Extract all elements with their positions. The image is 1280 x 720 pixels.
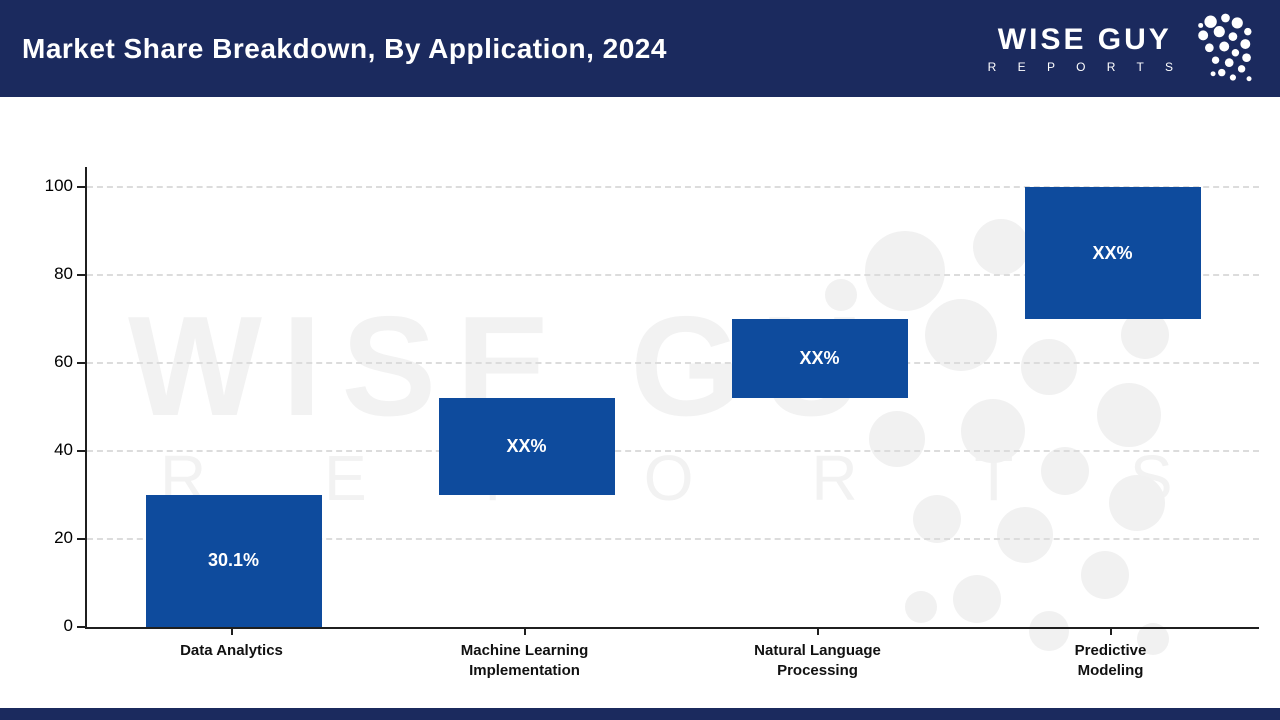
- x-category-label-0: Data Analytics: [180, 642, 283, 659]
- y-tick-mark-100: [77, 186, 85, 188]
- bar-value-label: XX%: [506, 435, 547, 456]
- bar-segment-0: 30.1%: [145, 494, 322, 627]
- y-tick-mark-20: [77, 538, 85, 540]
- plot-area: 30.1% XX% XX% XX%: [85, 167, 1259, 629]
- x-tick-mark-1: [523, 629, 526, 635]
- brand-name: WISE GUY: [997, 23, 1172, 56]
- y-tick-mark-0: [77, 626, 85, 628]
- x-category-label-2: Natural Language Processing: [754, 642, 881, 680]
- header: Market Share Breakdown, By Application, …: [0, 0, 1280, 97]
- y-tick-mark-60: [77, 362, 85, 364]
- bar-segment-1: XX%: [438, 398, 615, 495]
- bar-segment-3: XX%: [1024, 187, 1201, 319]
- page-title: Market Share Breakdown, By Application, …: [22, 32, 667, 64]
- bar-value-label: XX%: [799, 348, 840, 369]
- brand-head-icon: [1192, 11, 1254, 87]
- chart: WISE GU R E P O R T S 30.1% XX% XX% XX% 0 20…: [0, 97, 1280, 708]
- y-tick-mark-40: [77, 450, 85, 452]
- y-tick-mark-80: [77, 274, 85, 276]
- y-tick-label-0: 0: [63, 616, 73, 635]
- gridline-20: [87, 538, 1259, 540]
- y-tick-label-60: 60: [54, 352, 73, 371]
- brand-logo: WISE GUY R E P O R T S: [988, 11, 1254, 87]
- bar-segment-2: XX%: [731, 319, 908, 399]
- gridline-40: [87, 450, 1259, 452]
- brand-logo-text: WISE GUY R E P O R T S: [988, 23, 1182, 74]
- bar-value-label: XX%: [1092, 242, 1133, 263]
- y-tick-label-100: 100: [44, 176, 73, 195]
- x-tick-mark-0: [230, 629, 233, 635]
- x-category-label-3: Predictive Modeling: [1074, 642, 1147, 680]
- x-tick-mark-3: [1109, 629, 1112, 635]
- y-tick-label-20: 20: [54, 528, 73, 547]
- brand-subtitle: R E P O R T S: [987, 60, 1182, 74]
- x-tick-mark-2: [816, 629, 819, 635]
- y-tick-label-40: 40: [54, 440, 73, 459]
- gridline-80: [87, 274, 1259, 276]
- y-tick-label-80: 80: [54, 264, 73, 283]
- gridline-100: [87, 186, 1259, 188]
- footer-bar: [0, 708, 1280, 720]
- gridline-60: [87, 362, 1259, 364]
- bar-value-label: 30.1%: [207, 550, 260, 571]
- x-category-label-1: Machine Learning Implementation: [460, 642, 589, 680]
